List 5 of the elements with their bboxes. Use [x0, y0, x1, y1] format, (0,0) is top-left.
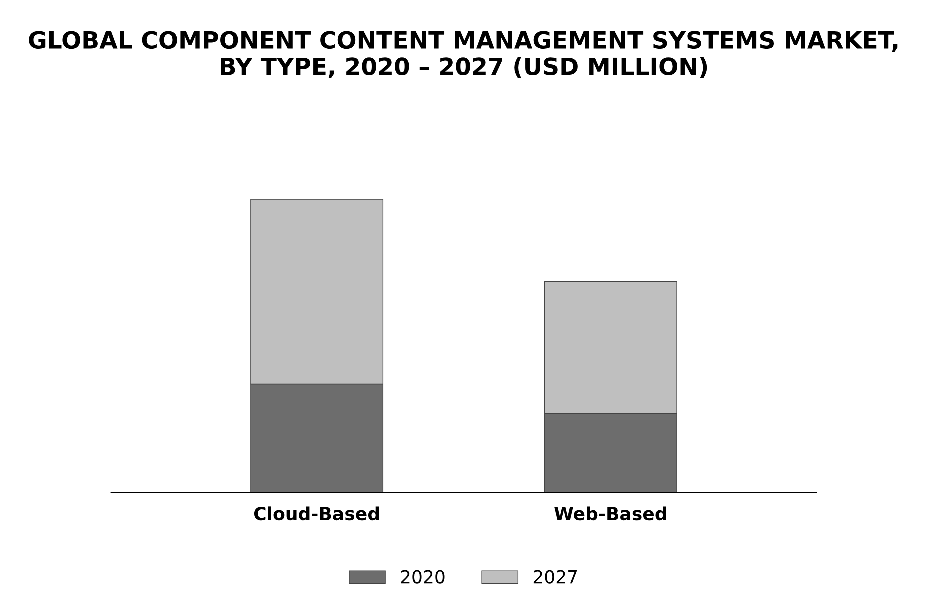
x-tick-label: Web-Based: [554, 506, 666, 521]
chart-title: GLOBAL COMPONENT CONTENT MANAGEMENT SYSTEMS MARKET, BY TYPE, 2020 – 2027 (USD MILLION): [29, 31, 898, 79]
legend-label: 2027: [534, 570, 578, 584]
legend-label: 2020: [401, 570, 445, 584]
x-tick-label: Cloud-Based: [254, 506, 380, 521]
